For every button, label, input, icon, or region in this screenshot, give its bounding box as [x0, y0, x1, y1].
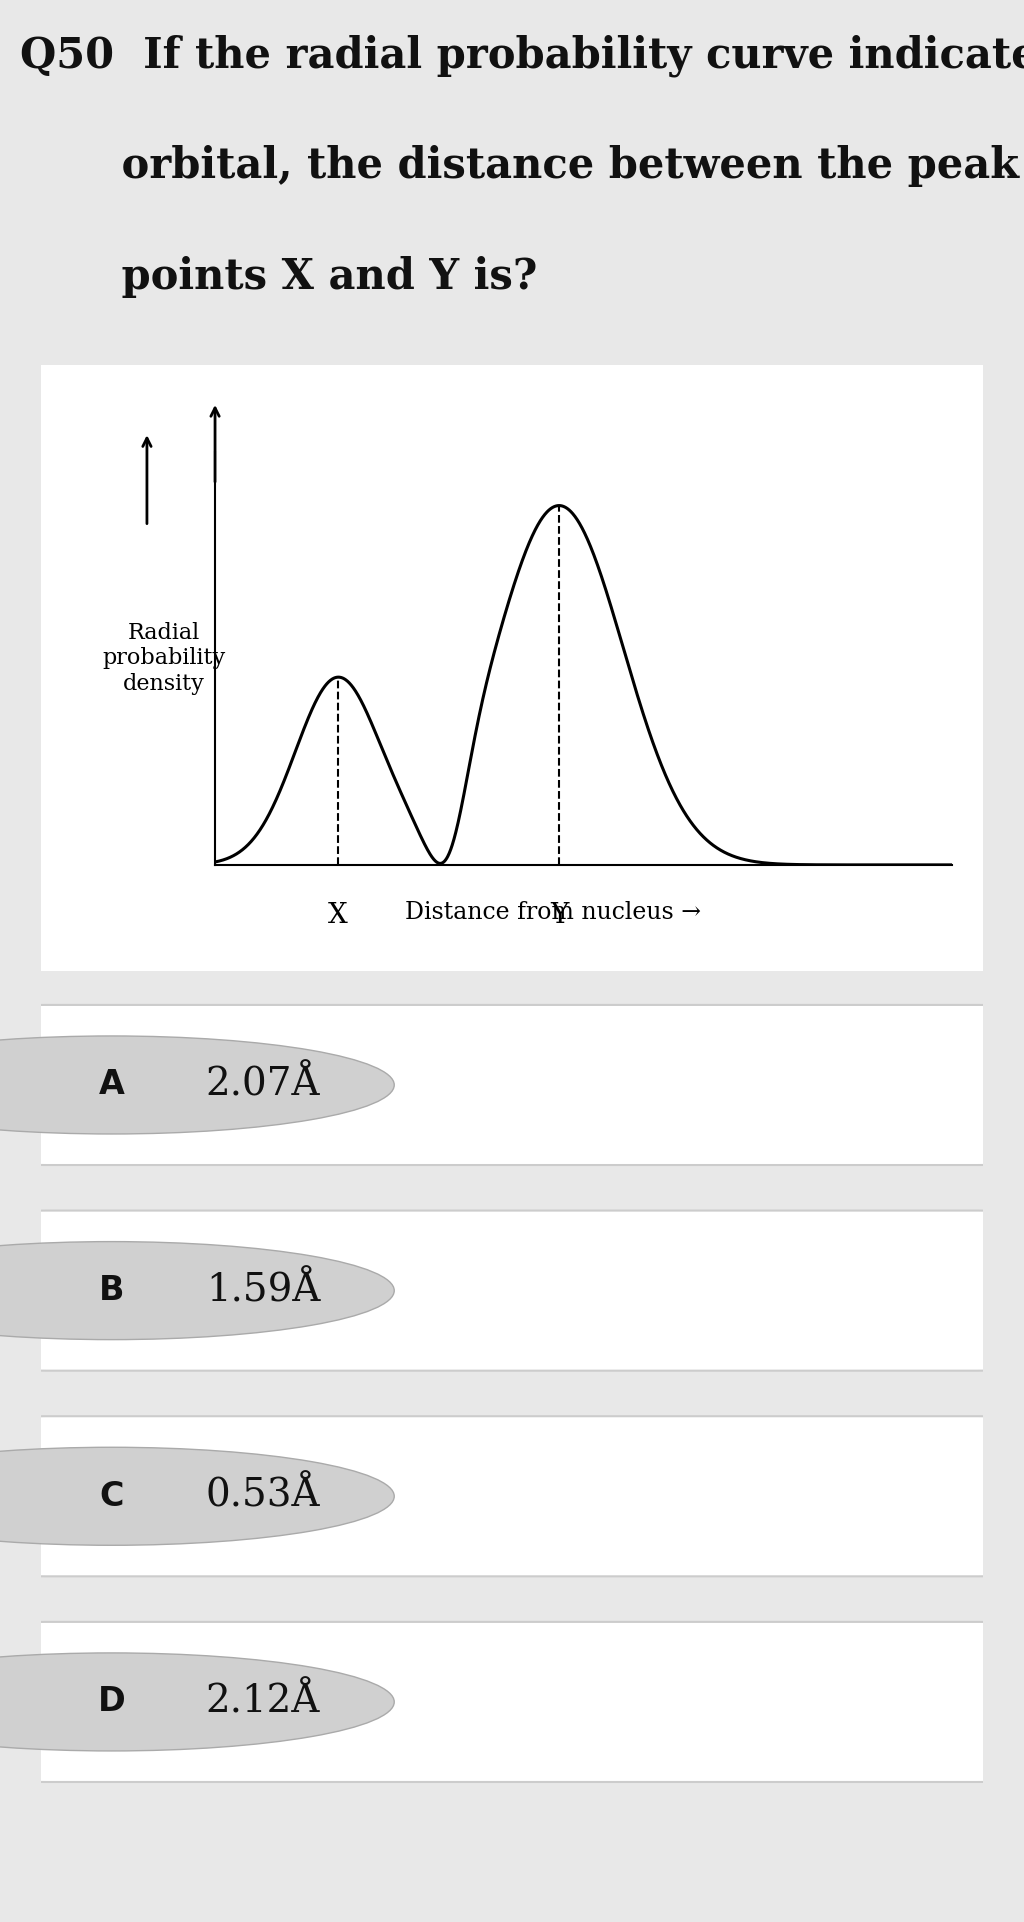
- FancyBboxPatch shape: [17, 1622, 1007, 1782]
- Text: orbital, the distance between the peak: orbital, the distance between the peak: [20, 146, 1020, 186]
- Text: 1.59Å: 1.59Å: [206, 1272, 321, 1309]
- FancyBboxPatch shape: [17, 1417, 1007, 1576]
- Text: X: X: [328, 901, 348, 928]
- Text: C: C: [99, 1480, 124, 1513]
- Text: Radial
probability
density: Radial probability density: [102, 623, 225, 694]
- Circle shape: [0, 1653, 394, 1751]
- FancyBboxPatch shape: [17, 1211, 1007, 1370]
- Text: Y: Y: [550, 901, 568, 928]
- Text: A: A: [98, 1069, 125, 1101]
- FancyBboxPatch shape: [32, 359, 992, 976]
- Circle shape: [0, 1447, 394, 1545]
- Circle shape: [0, 1036, 394, 1134]
- Text: 2.07Å: 2.07Å: [206, 1067, 321, 1103]
- Text: 2.12Å: 2.12Å: [206, 1684, 321, 1720]
- Circle shape: [0, 1242, 394, 1340]
- Text: Distance from nucleus →: Distance from nucleus →: [404, 901, 701, 924]
- Text: D: D: [97, 1686, 126, 1718]
- FancyBboxPatch shape: [17, 1005, 1007, 1165]
- Text: Q50  If the radial probability curve indicates 2s: Q50 If the radial probability curve indi…: [20, 35, 1024, 77]
- Text: B: B: [99, 1274, 124, 1307]
- Text: points X and Y is?: points X and Y is?: [20, 256, 538, 298]
- Text: 0.53Å: 0.53Å: [206, 1478, 321, 1515]
